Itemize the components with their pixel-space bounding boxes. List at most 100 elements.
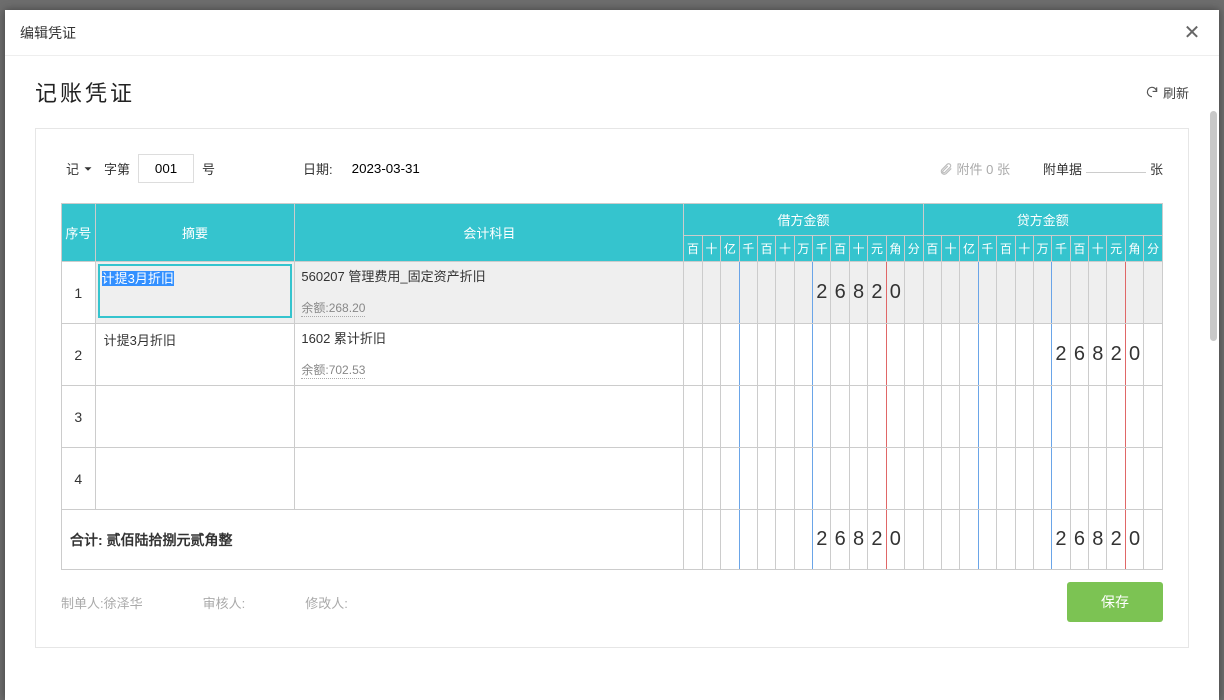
amount-digit[interactable] <box>1089 448 1107 510</box>
amount-digit[interactable] <box>978 386 996 448</box>
account-cell[interactable]: 560207 管理费用_固定资产折旧余额:268.20 <box>295 262 684 324</box>
amount-digit[interactable] <box>684 386 702 448</box>
amount-digit[interactable] <box>1033 324 1051 386</box>
amount-digit[interactable] <box>1144 448 1163 510</box>
amount-digit[interactable] <box>923 386 941 448</box>
amount-digit[interactable] <box>923 324 941 386</box>
amount-digit[interactable]: 8 <box>849 262 867 324</box>
amount-digit[interactable] <box>1033 262 1051 324</box>
amount-digit[interactable] <box>941 324 959 386</box>
amount-digit[interactable] <box>849 324 867 386</box>
amount-digit[interactable]: 2 <box>868 262 886 324</box>
amount-digit[interactable] <box>978 448 996 510</box>
amount-digit[interactable] <box>831 448 849 510</box>
amount-digit[interactable] <box>794 448 812 510</box>
voucher-prefix-select[interactable]: 记 <box>61 154 100 183</box>
amount-digit[interactable] <box>1089 386 1107 448</box>
table-row[interactable]: 1计提3月折旧560207 管理费用_固定资产折旧余额:268.2026820 <box>62 262 1163 324</box>
account-cell[interactable] <box>295 448 684 510</box>
amount-digit[interactable] <box>941 386 959 448</box>
amount-digit[interactable] <box>1107 262 1125 324</box>
amount-digit[interactable] <box>905 262 924 324</box>
amount-digit[interactable] <box>1144 262 1163 324</box>
table-row[interactable]: 3 <box>62 386 1163 448</box>
summary-input[interactable]: 计提3月折旧 <box>98 264 293 318</box>
amount-digit[interactable] <box>868 448 886 510</box>
amount-digit[interactable] <box>1070 448 1088 510</box>
summary-cell[interactable]: 计提3月折旧 <box>95 262 295 324</box>
amount-digit[interactable] <box>776 262 794 324</box>
amount-digit[interactable] <box>886 448 904 510</box>
amount-digit[interactable] <box>886 386 904 448</box>
amount-digit[interactable] <box>960 324 978 386</box>
amount-digit[interactable] <box>831 324 849 386</box>
amount-digit[interactable] <box>1052 386 1070 448</box>
account-cell[interactable]: 1602 累计折旧余额:702.53 <box>295 324 684 386</box>
amount-digit[interactable] <box>813 448 831 510</box>
amount-digit[interactable] <box>721 448 739 510</box>
scrollbar[interactable] <box>1210 111 1217 643</box>
amount-digit[interactable] <box>905 386 924 448</box>
voucher-number-input[interactable] <box>138 154 194 183</box>
table-row[interactable]: 2计提3月折旧1602 累计折旧余额:702.5326820 <box>62 324 1163 386</box>
amount-digit[interactable] <box>997 386 1015 448</box>
amount-digit[interactable] <box>1015 324 1033 386</box>
amount-digit[interactable] <box>997 324 1015 386</box>
summary-cell[interactable]: 计提3月折旧 <box>95 324 295 386</box>
amount-digit[interactable] <box>757 386 775 448</box>
amount-digit[interactable]: 2 <box>1107 324 1125 386</box>
amount-digit[interactable] <box>1125 386 1143 448</box>
amount-digit[interactable] <box>960 386 978 448</box>
amount-digit[interactable] <box>1033 386 1051 448</box>
amount-digit[interactable] <box>684 324 702 386</box>
refresh-button[interactable]: 刷新 <box>1145 83 1189 102</box>
amount-digit[interactable] <box>739 324 757 386</box>
amount-digit[interactable] <box>960 262 978 324</box>
amount-digit[interactable] <box>1070 386 1088 448</box>
attachment-hint[interactable]: 附件 0 张 <box>939 159 1010 178</box>
amount-digit[interactable] <box>978 324 996 386</box>
amount-digit[interactable] <box>813 324 831 386</box>
amount-digit[interactable] <box>868 386 886 448</box>
amount-digit[interactable] <box>794 386 812 448</box>
amount-digit[interactable]: 6 <box>831 262 849 324</box>
amount-digit[interactable] <box>757 324 775 386</box>
close-icon[interactable]: ✕ <box>1180 20 1204 45</box>
amount-digit[interactable] <box>776 324 794 386</box>
amount-digit[interactable] <box>886 324 904 386</box>
amount-digit[interactable] <box>1144 324 1163 386</box>
amount-digit[interactable] <box>1070 262 1088 324</box>
amount-digit[interactable]: 2 <box>1052 324 1070 386</box>
summary-cell[interactable] <box>95 448 295 510</box>
amount-digit[interactable] <box>849 448 867 510</box>
amount-digit[interactable] <box>1125 448 1143 510</box>
amount-digit[interactable] <box>1089 262 1107 324</box>
amount-digit[interactable] <box>757 448 775 510</box>
amount-digit[interactable] <box>757 262 775 324</box>
amount-digit[interactable]: 6 <box>1070 324 1088 386</box>
amount-digit[interactable] <box>702 386 720 448</box>
amount-digit[interactable] <box>978 262 996 324</box>
amount-digit[interactable] <box>905 324 924 386</box>
amount-digit[interactable] <box>960 448 978 510</box>
amount-digit[interactable] <box>1107 448 1125 510</box>
amount-digit[interactable] <box>1144 386 1163 448</box>
amount-digit[interactable] <box>1015 386 1033 448</box>
amount-digit[interactable]: 8 <box>1089 324 1107 386</box>
table-row[interactable]: 4 <box>62 448 1163 510</box>
amount-digit[interactable] <box>997 448 1015 510</box>
summary-cell[interactable] <box>95 386 295 448</box>
amount-digit[interactable] <box>739 448 757 510</box>
amount-digit[interactable] <box>941 262 959 324</box>
save-button[interactable]: 保存 <box>1067 582 1163 622</box>
amount-digit[interactable] <box>721 386 739 448</box>
amount-digit[interactable]: 2 <box>813 262 831 324</box>
scrollbar-thumb[interactable] <box>1210 111 1217 341</box>
amount-digit[interactable] <box>721 324 739 386</box>
amount-digit[interactable] <box>684 448 702 510</box>
amount-digit[interactable] <box>702 324 720 386</box>
amount-digit[interactable] <box>1052 448 1070 510</box>
amount-digit[interactable] <box>776 386 794 448</box>
account-cell[interactable] <box>295 386 684 448</box>
amount-digit[interactable] <box>923 262 941 324</box>
